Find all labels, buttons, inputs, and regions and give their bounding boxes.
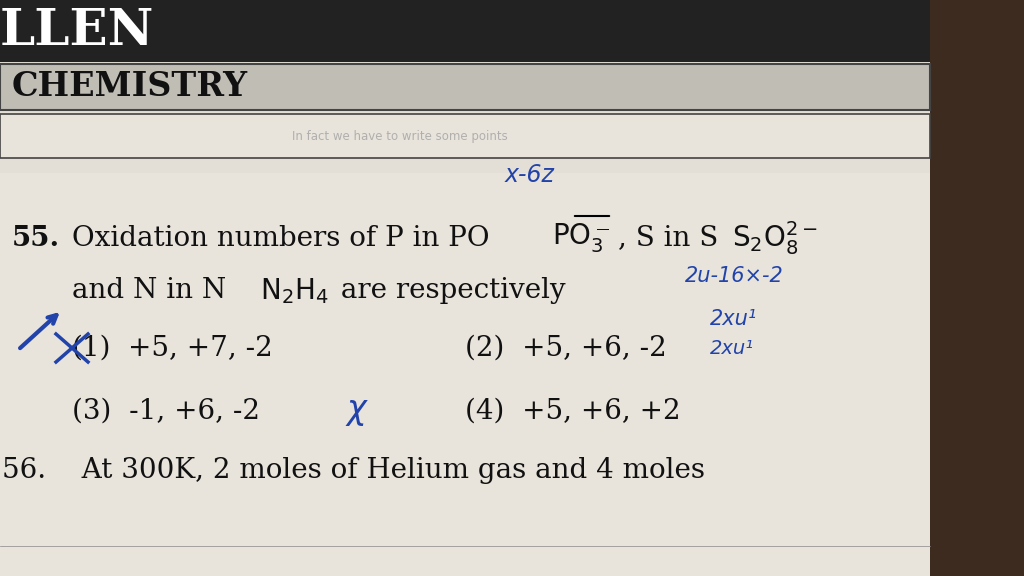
Bar: [0, 114, 930, 158]
Text: Oxidation numbers of P in PO: Oxidation numbers of P in PO: [72, 225, 489, 252]
Text: x-6z: x-6z: [505, 163, 555, 187]
Text: (3)  -1, +6, -2: (3) -1, +6, -2: [72, 397, 260, 425]
Text: 55.: 55.: [12, 225, 60, 252]
Text: 2u-16×-2: 2u-16×-2: [685, 266, 783, 286]
Bar: [930, 0, 1024, 576]
Text: $\chi$: $\chi$: [345, 395, 370, 427]
Text: (2)  +5, +6, -2: (2) +5, +6, -2: [465, 335, 667, 362]
Text: +5, +7, -2: +5, +7, -2: [128, 335, 272, 362]
Text: $\rm PO_3^{\;\overline{\;\;}}$: $\rm PO_3^{\;\overline{\;\;}}$: [552, 222, 608, 255]
Text: $\rm N_2H_4$: $\rm N_2H_4$: [260, 276, 329, 306]
Text: 2xu¹: 2xu¹: [710, 309, 758, 329]
Text: are respectively: are respectively: [332, 278, 565, 305]
Text: and N in N: and N in N: [72, 278, 226, 305]
Bar: [0, 64, 930, 110]
Bar: [0, 0, 930, 173]
Text: LLEN: LLEN: [0, 6, 155, 55]
Bar: [0, 0, 930, 62]
Text: 2xu¹: 2xu¹: [710, 339, 754, 358]
Text: CHEMISTRY: CHEMISTRY: [12, 70, 248, 104]
Text: (4)  +5, +6, +2: (4) +5, +6, +2: [465, 397, 681, 425]
Text: In fact we have to write some points: In fact we have to write some points: [292, 130, 508, 142]
Text: 56.    At 300K, 2 moles of Helium gas and 4 moles: 56. At 300K, 2 moles of Helium gas and 4…: [2, 457, 705, 484]
Text: (1): (1): [72, 335, 112, 362]
Text: $\rm S_2O_8^{2-}$: $\rm S_2O_8^{2-}$: [732, 219, 817, 257]
Text: , S in S: , S in S: [618, 225, 718, 252]
